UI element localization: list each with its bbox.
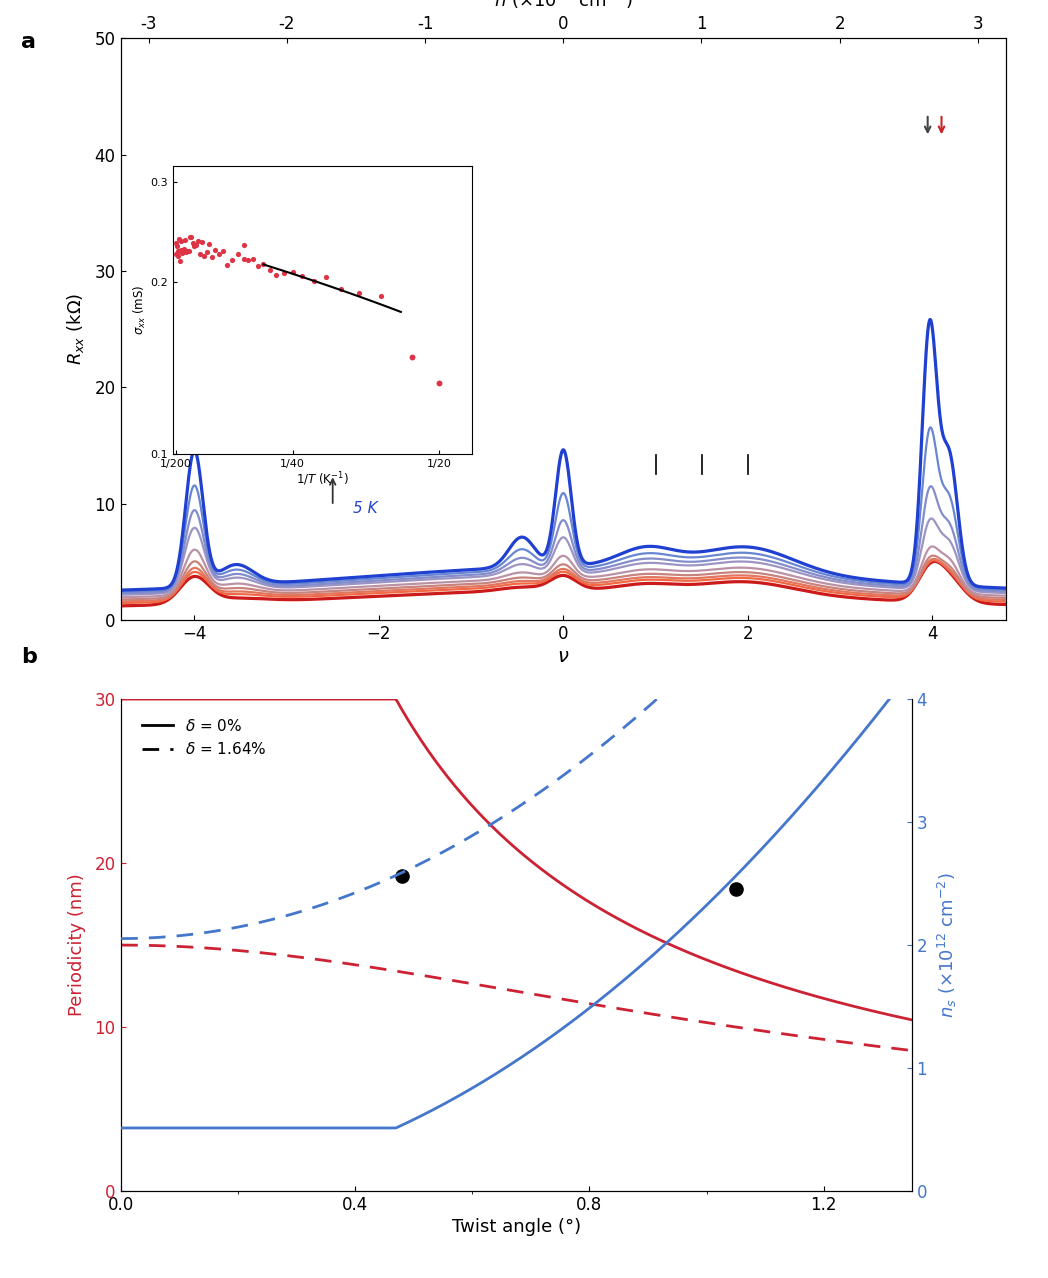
- Point: [201, 234, 218, 254]
- Point: [192, 244, 209, 265]
- Text: a: a: [21, 32, 36, 52]
- Point: [194, 233, 211, 253]
- X-axis label: $n$ ($\times$10$^{12}$ cm$^{-2}$): $n$ ($\times$10$^{12}$ cm$^{-2}$): [494, 0, 633, 12]
- Point: [170, 240, 187, 261]
- Point: [196, 245, 213, 266]
- Point: [168, 233, 184, 253]
- Point: [351, 282, 368, 303]
- Point: [333, 279, 350, 299]
- Point: [319, 267, 335, 288]
- Point: [268, 265, 285, 285]
- Y-axis label: Periodicity (nm): Periodicity (nm): [68, 874, 86, 1016]
- X-axis label: $1/T$ (K$^{-1}$): $1/T$ (K$^{-1}$): [296, 470, 349, 487]
- Point: [184, 233, 201, 253]
- Point: [211, 244, 227, 265]
- Point: [208, 240, 224, 261]
- Point: [204, 247, 221, 267]
- Point: [174, 243, 191, 263]
- Point: [294, 266, 311, 286]
- Point: [173, 231, 190, 252]
- Point: [230, 244, 246, 265]
- Point: [177, 230, 194, 250]
- Point: [393, 866, 410, 887]
- Point: [255, 253, 271, 273]
- Point: [178, 242, 195, 262]
- Point: [188, 234, 204, 254]
- Point: [171, 250, 188, 271]
- Y-axis label: $\sigma_{xx}$ (mS): $\sigma_{xx}$ (mS): [131, 285, 148, 335]
- X-axis label: $\nu$: $\nu$: [558, 647, 569, 666]
- Point: [179, 240, 196, 261]
- Y-axis label: $R_{xx}$ (k$\Omega$): $R_{xx}$ (k$\Omega$): [65, 293, 86, 366]
- Point: [176, 239, 193, 259]
- Point: [223, 249, 240, 270]
- Point: [169, 236, 185, 257]
- Point: [305, 271, 322, 291]
- Point: [240, 249, 257, 270]
- Point: [198, 242, 215, 262]
- Point: [215, 240, 232, 261]
- Y-axis label: $n_s$ ($\times$10$^{12}$ cm$^{-2}$): $n_s$ ($\times$10$^{12}$ cm$^{-2}$): [936, 872, 959, 1019]
- Point: [219, 256, 236, 276]
- Point: [172, 240, 189, 261]
- Point: [190, 230, 206, 250]
- Point: [405, 346, 421, 367]
- Point: [244, 249, 261, 270]
- Point: [431, 373, 447, 394]
- Point: [169, 245, 185, 266]
- Text: b: b: [21, 647, 37, 667]
- Point: [183, 226, 200, 247]
- Point: [180, 240, 197, 261]
- Point: [236, 249, 253, 270]
- Point: [727, 879, 744, 900]
- Point: [261, 259, 278, 280]
- Point: [181, 226, 198, 247]
- Point: [249, 256, 266, 276]
- Point: [171, 229, 188, 249]
- Point: [175, 242, 192, 262]
- X-axis label: Twist angle (°): Twist angle (°): [452, 1218, 581, 1236]
- Legend: $\delta$ = 0%, $\delta$ = 1.64%: $\delta$ = 0%, $\delta$ = 1.64%: [136, 712, 272, 763]
- Point: [372, 285, 389, 305]
- Point: [284, 262, 301, 282]
- Text: 80 K: 80 K: [416, 433, 450, 449]
- Text: 5 K: 5 K: [353, 501, 377, 516]
- Point: [276, 262, 292, 282]
- Point: [168, 244, 184, 265]
- Point: [236, 235, 253, 256]
- Point: [185, 236, 202, 257]
